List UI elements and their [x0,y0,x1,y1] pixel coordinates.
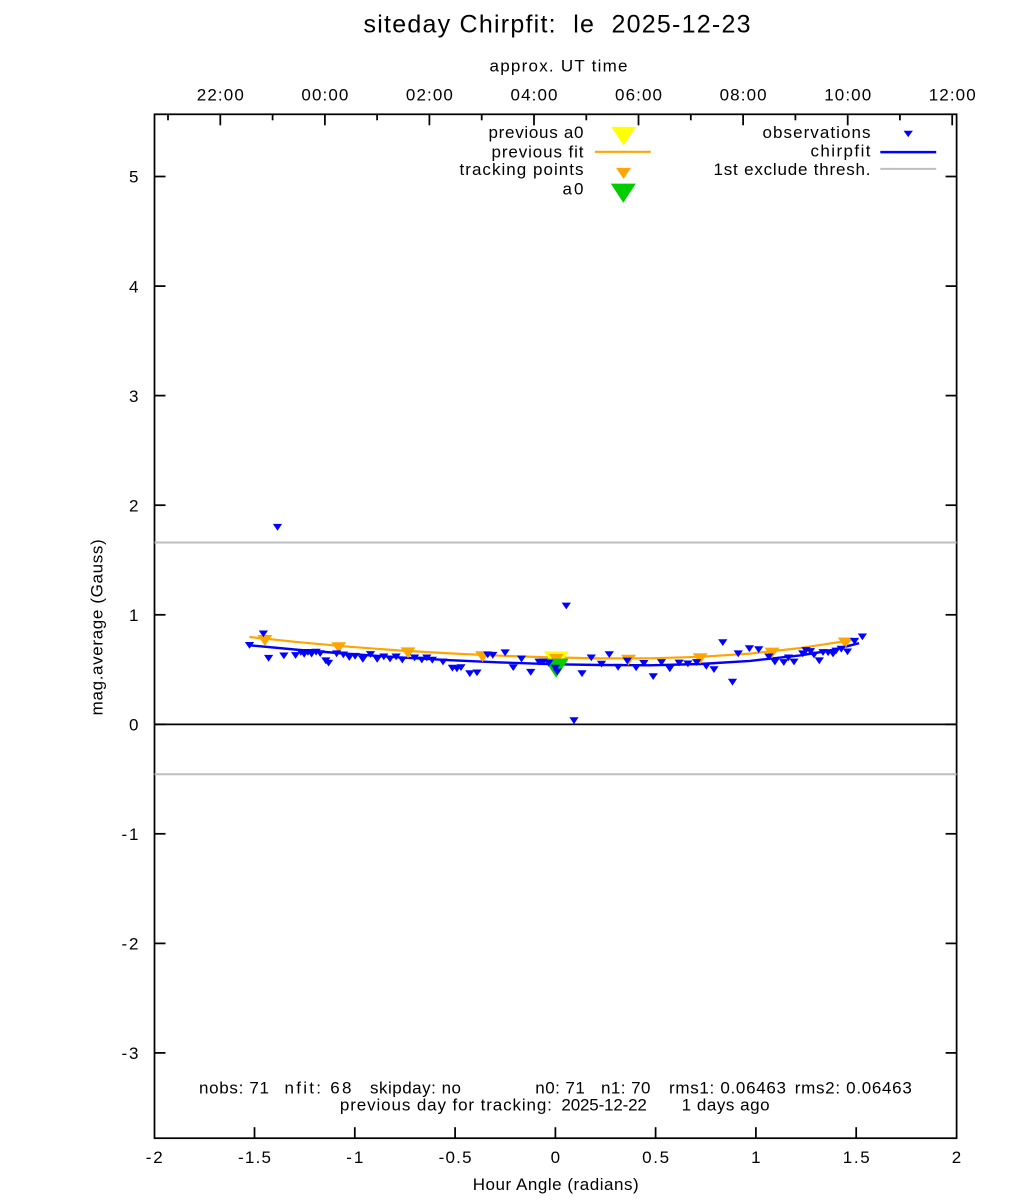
svg-text:skipday: no: skipday: no [370,1078,461,1097]
svg-text:-2: -2 [122,935,139,954]
svg-text:tracking points: tracking points [460,160,584,179]
svg-text:Hour Angle (radians): Hour Angle (radians) [473,1175,639,1194]
svg-text:5: 5 [129,168,138,187]
svg-text:08:00: 08:00 [720,86,767,105]
svg-text:a0: a0 [563,180,584,199]
svg-text:4: 4 [129,277,138,296]
svg-text:00:00: 00:00 [301,86,348,105]
svg-text:chirpfit: chirpfit [811,142,871,161]
svg-text:1st exclude thresh.: 1st exclude thresh. [714,160,871,179]
svg-text:nfit: 68: nfit: 68 [285,1078,352,1097]
svg-text:1 days ago: 1 days ago [682,1096,770,1115]
svg-text:0: 0 [129,716,138,735]
svg-text:-3: -3 [122,1044,139,1063]
svg-text:12:00: 12:00 [929,86,976,105]
svg-text:siteday Chirpfit: le 2025-12: siteday Chirpfit: le 2025-12-23 [364,10,751,38]
svg-text:-0.5: -0.5 [439,1148,472,1167]
svg-text:mag.average (Gauss): mag.average (Gauss) [88,539,107,715]
svg-text:0.5: 0.5 [642,1148,669,1167]
svg-text:previous day for tracking:: previous day for tracking: [340,1096,552,1115]
svg-text:-1: -1 [346,1148,363,1167]
svg-text:nobs: 71: nobs: 71 [199,1078,269,1097]
svg-text:22:00: 22:00 [197,86,244,105]
svg-text:n1: 70: n1: 70 [601,1078,651,1097]
svg-text:-2: -2 [146,1148,163,1167]
svg-text:previous a0: previous a0 [489,123,584,142]
svg-text:rms2: 0.06463: rms2: 0.06463 [795,1078,912,1097]
svg-text:1: 1 [751,1148,760,1167]
svg-text:2025-12-22: 2025-12-22 [561,1096,647,1115]
svg-text:1.5: 1.5 [843,1148,870,1167]
svg-text:-1.5: -1.5 [238,1148,271,1167]
svg-text:approx. UT time: approx. UT time [490,56,628,75]
svg-text:10:00: 10:00 [824,86,871,105]
svg-text:1: 1 [129,606,138,625]
svg-text:-1: -1 [122,825,139,844]
svg-text:06:00: 06:00 [615,86,662,105]
svg-text:3: 3 [129,387,138,406]
svg-text:rms1: 0.06463: rms1: 0.06463 [669,1078,786,1097]
svg-text:2: 2 [129,496,138,515]
svg-text:2: 2 [952,1148,961,1167]
svg-text:observations: observations [763,123,871,142]
svg-text:previous fit: previous fit [492,143,584,162]
svg-text:n0: 71: n0: 71 [535,1078,585,1097]
svg-text:04:00: 04:00 [511,86,558,105]
svg-text:02:00: 02:00 [406,86,453,105]
svg-text:0: 0 [551,1148,560,1167]
